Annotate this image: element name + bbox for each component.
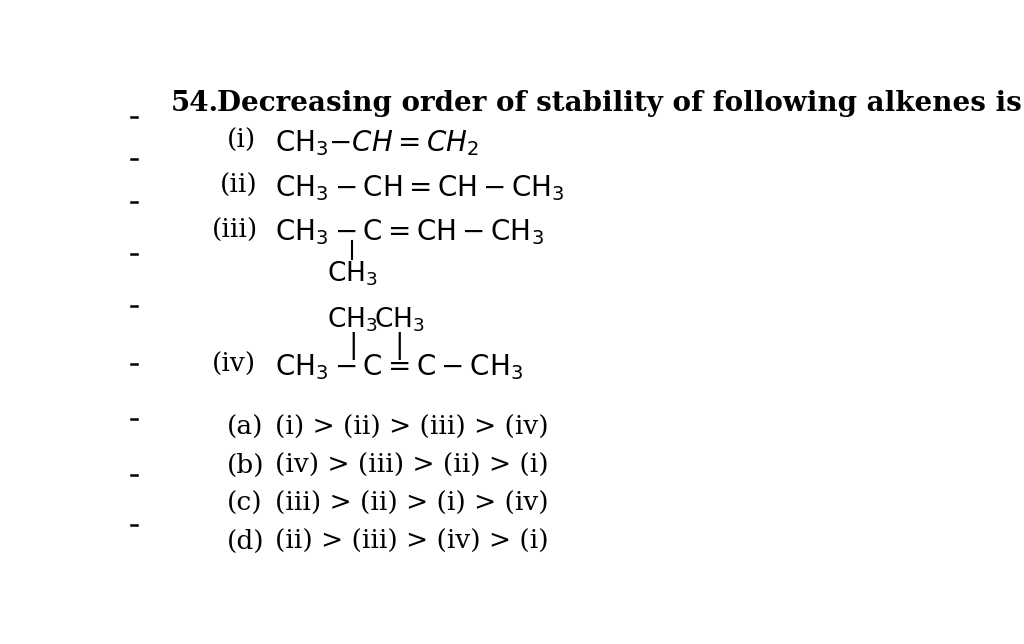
Text: 54.: 54. <box>171 90 219 117</box>
Text: Decreasing order of stability of following alkenes is: Decreasing order of stability of followi… <box>217 90 1022 117</box>
Text: (iv): (iv) <box>212 352 256 377</box>
Text: (ii) > (iii) > (iv) > (i): (ii) > (iii) > (iv) > (i) <box>275 529 549 553</box>
Text: $\mathsf{CH_3}$: $\mathsf{CH_3}$ <box>374 305 425 334</box>
Text: $\mathsf{CH_3}$: $\mathsf{CH_3}$ <box>328 305 378 334</box>
Text: $\mathsf{CH_3}$$ - CH = CH_2$: $\mathsf{CH_3}$$ - CH = CH_2$ <box>275 128 479 158</box>
Text: (b): (b) <box>227 453 265 478</box>
Text: |: | <box>348 332 357 360</box>
Text: $\mathsf{CH_3 - C = CH - CH_3}$: $\mathsf{CH_3 - C = CH - CH_3}$ <box>275 218 544 247</box>
Text: |: | <box>394 332 404 360</box>
Text: $\mathsf{CH_3}$: $\mathsf{CH_3}$ <box>327 260 378 289</box>
Text: (c): (c) <box>227 491 263 516</box>
Text: (i) > (ii) > (iii) > (iv): (i) > (ii) > (iii) > (iv) <box>275 415 549 440</box>
Text: $\mathsf{CH_3 - CH = CH - CH_3}$: $\mathsf{CH_3 - CH = CH - CH_3}$ <box>275 173 565 203</box>
Text: (iii) > (ii) > (i) > (iv): (iii) > (ii) > (i) > (iv) <box>275 491 549 516</box>
Text: (iii): (iii) <box>212 218 258 242</box>
Text: (ii): (ii) <box>219 173 257 198</box>
Text: (i): (i) <box>227 128 256 153</box>
Text: (a): (a) <box>227 415 264 440</box>
Text: (iv) > (iii) > (ii) > (i): (iv) > (iii) > (ii) > (i) <box>275 453 549 478</box>
Text: $\mathsf{CH_3 - C = C - CH_3}$: $\mathsf{CH_3 - C = C - CH_3}$ <box>275 352 523 382</box>
Text: (d): (d) <box>227 529 265 553</box>
